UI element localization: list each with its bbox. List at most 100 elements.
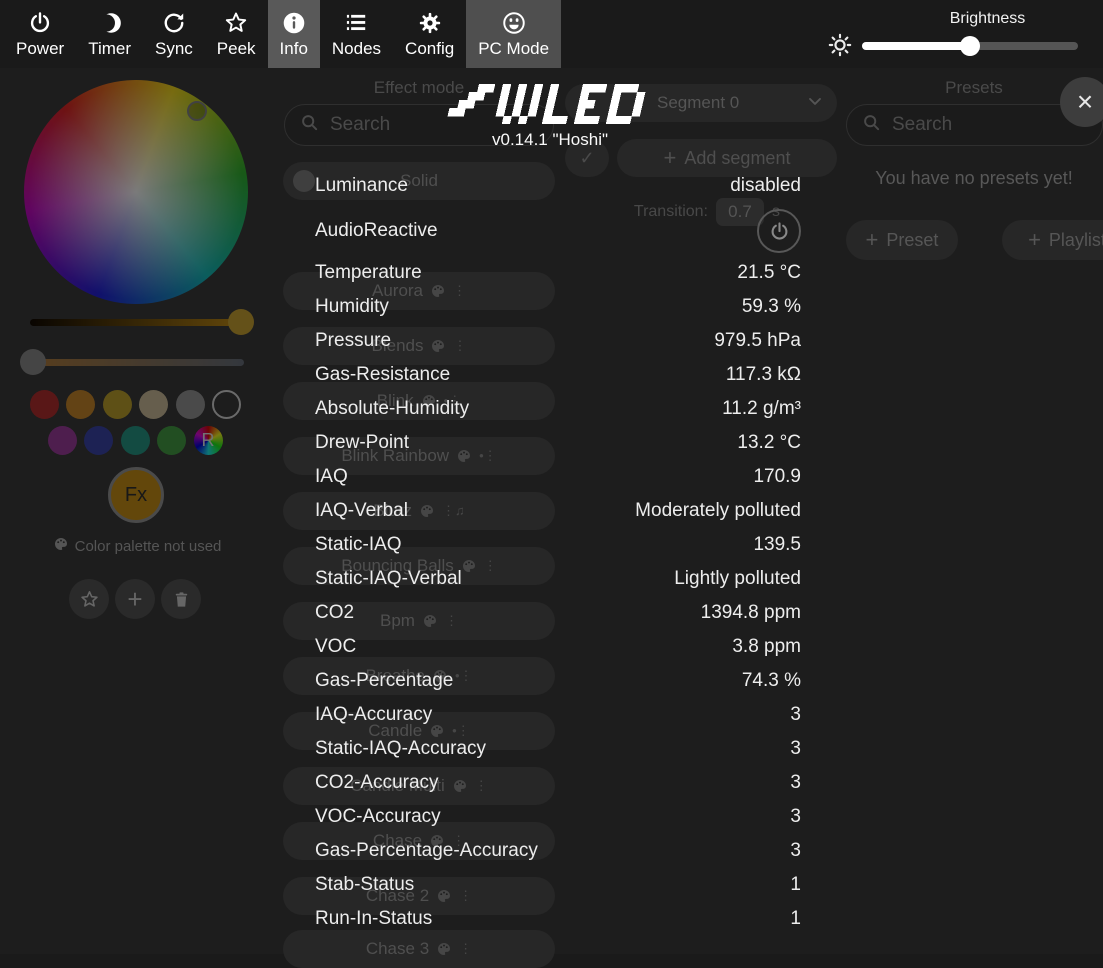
add-preset-button[interactable]: + Preset xyxy=(846,220,958,260)
add-preset-label: Preset xyxy=(886,229,939,250)
color-wheel[interactable] xyxy=(24,80,248,304)
palette-icon xyxy=(429,723,445,739)
plus-icon: + xyxy=(1028,227,1041,252)
tab-nodes[interactable]: Nodes xyxy=(320,0,393,68)
color-swatch[interactable] xyxy=(139,390,168,419)
info-row-label: VOC xyxy=(315,636,357,657)
info-row-label: IAQ-Verbal xyxy=(315,500,408,521)
info-row-value: 3.8 ppm xyxy=(732,636,801,657)
info-row-label: Static-IAQ-Accuracy xyxy=(315,738,487,759)
color-swatch[interactable] xyxy=(84,426,113,455)
kelvin-slider[interactable] xyxy=(20,349,244,375)
add-color-button[interactable]: + xyxy=(115,579,155,619)
effects-title: Effect mode xyxy=(373,78,465,97)
info-row-value: 139.5 xyxy=(753,534,801,555)
palette-note-text: Color palette not used xyxy=(74,537,222,555)
effect-name: Blink Rainbow xyxy=(341,446,450,465)
background-content: R Fx Color palette not used + Effect mod… xyxy=(0,68,1103,968)
effect-item-breathe[interactable]: Breathe •⋮ xyxy=(283,657,555,695)
effect-flags: •⋮ xyxy=(479,448,497,463)
color-swatch[interactable] xyxy=(157,426,186,455)
random-color-swatch[interactable]: R xyxy=(193,426,223,455)
effect-item-blink[interactable]: Blink •⋮ xyxy=(283,382,555,420)
value-slider[interactable] xyxy=(30,309,254,335)
fx-button-label: Fx xyxy=(124,483,148,506)
fx-button[interactable]: Fx xyxy=(108,467,164,523)
info-row-label: VOC-Accuracy xyxy=(315,806,441,827)
info-row-value: 170.9 xyxy=(753,466,801,487)
info-row-label: Humidity xyxy=(315,296,389,317)
chevron-down-icon[interactable] xyxy=(805,91,825,116)
effect-name: Blink xyxy=(376,391,414,410)
brightness-slider-fill xyxy=(862,42,970,50)
info-row-run-in-status: Run-In-Status 1 xyxy=(285,902,815,936)
tab-pcmode[interactable]: PC Mode xyxy=(466,0,562,68)
selected-effect-dot xyxy=(293,170,315,192)
info-row-label: Pressure xyxy=(315,330,392,351)
tab-label: Peek xyxy=(216,39,256,58)
effect-item-candle-multi[interactable]: Candle Multi ⋮ xyxy=(283,767,555,805)
tab-sync[interactable]: Sync xyxy=(143,0,205,68)
info-row-value: 21.5 °C xyxy=(737,262,801,283)
tab-label: Info xyxy=(279,39,308,58)
effect-flags: ⋮♫ xyxy=(441,503,465,518)
segment-select-check[interactable]: ✓ xyxy=(565,139,609,177)
tab-config[interactable]: Config xyxy=(393,0,466,68)
effect-item-bpm[interactable]: Bpm ⋮ xyxy=(283,602,555,640)
palette-icon xyxy=(432,668,448,684)
transition-input[interactable]: 0.7 xyxy=(716,198,764,226)
effect-item-candle[interactable]: Candle •⋮ xyxy=(283,712,555,750)
add-segment-button[interactable]: + Add segment xyxy=(617,139,837,177)
brightness-slider-thumb[interactable] xyxy=(960,36,980,56)
info-row-value: 117.3 kΩ xyxy=(725,364,801,385)
color-swatch[interactable] xyxy=(47,426,77,455)
info-row-static-iaq-verbal: Static-IAQ-Verbal Lightly polluted xyxy=(285,562,815,596)
info-row-label: AudioReactive xyxy=(315,220,438,241)
effects-search-input[interactable]: Search xyxy=(284,104,554,146)
effect-item-chase[interactable]: Chase ⋮ xyxy=(283,822,555,860)
audioreactive-power-button[interactable] xyxy=(757,209,801,253)
effect-item-chase-2[interactable]: Chase 2 ⋮ xyxy=(283,877,555,915)
color-swatch[interactable] xyxy=(212,390,241,419)
effect-name: Chase 2 xyxy=(365,886,430,905)
tab-info[interactable]: Info xyxy=(267,0,320,68)
tab-power[interactable]: Power xyxy=(4,0,76,68)
effect-item-aurora[interactable]: Aurora ⋮ xyxy=(283,272,555,310)
color-swatch[interactable] xyxy=(29,390,59,419)
add-playlist-button[interactable]: + Playlist xyxy=(1002,220,1103,260)
kelvin-slider-thumb[interactable] xyxy=(20,349,46,375)
effect-name: Chase 3 xyxy=(365,939,430,958)
tab-peek[interactable]: Peek xyxy=(205,0,268,68)
tab-timer[interactable]: Timer xyxy=(76,0,143,68)
palette-icon xyxy=(429,833,445,849)
effect-flags: ⋮ xyxy=(452,833,466,848)
favorite-star-button[interactable] xyxy=(69,579,109,619)
effect-item-solid[interactable]: Solid xyxy=(283,162,555,200)
effect-name: Blurz xyxy=(373,501,412,520)
info-row-label: Absolute-Humidity xyxy=(315,398,470,419)
info-row-value: 3 xyxy=(790,704,801,725)
info-row-label: Stab-Status xyxy=(315,874,415,895)
effect-item-blurz[interactable]: Blurz ⋮♫ xyxy=(283,492,555,530)
color-swatch[interactable] xyxy=(175,390,205,419)
effect-item-bouncing-balls[interactable]: Bouncing Balls ⋮ xyxy=(283,547,555,585)
delete-color-button[interactable] xyxy=(161,579,201,619)
search-icon xyxy=(299,112,320,139)
effect-name: Blends xyxy=(371,336,424,355)
presets-search-input[interactable]: Search xyxy=(846,104,1103,146)
color-swatch[interactable] xyxy=(66,390,95,419)
palette-icon xyxy=(430,338,446,354)
brightness-slider[interactable] xyxy=(862,36,1078,56)
palette-note: Color palette not used xyxy=(0,536,274,556)
value-slider-thumb[interactable] xyxy=(228,309,254,335)
close-icon[interactable]: × xyxy=(1060,77,1103,127)
info-row-value: 11.2 g/m³ xyxy=(722,398,801,419)
color-swatch[interactable] xyxy=(120,426,150,455)
info-row-iaq: IAQ 170.9 xyxy=(285,460,815,494)
color-swatch[interactable] xyxy=(102,390,132,419)
effect-item-blink-rainbow[interactable]: Blink Rainbow •⋮ xyxy=(283,437,555,475)
color-wheel-marker[interactable] xyxy=(187,101,207,121)
effect-name: Candle xyxy=(368,721,423,740)
version-text: v0.14.1 "Hoshi" xyxy=(491,130,609,149)
effect-item-blends[interactable]: Blends ⋮ xyxy=(283,327,555,365)
